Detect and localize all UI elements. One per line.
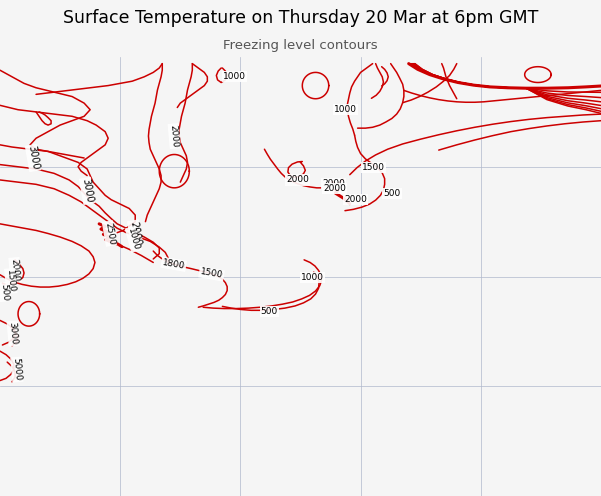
Text: 1000: 1000 bbox=[301, 273, 324, 282]
Text: 3000: 3000 bbox=[80, 178, 94, 204]
Text: 2000: 2000 bbox=[322, 179, 345, 188]
Text: 500: 500 bbox=[0, 283, 10, 301]
Text: 3000: 3000 bbox=[26, 145, 40, 171]
Text: 500: 500 bbox=[261, 307, 278, 316]
Text: 2500: 2500 bbox=[103, 221, 116, 246]
Text: 5000: 5000 bbox=[11, 358, 22, 381]
Text: 2000: 2000 bbox=[128, 221, 142, 247]
Text: 1800: 1800 bbox=[162, 258, 186, 271]
Text: Surface Temperature on Thursday 20 Mar at 6pm GMT: Surface Temperature on Thursday 20 Mar a… bbox=[63, 9, 538, 27]
Text: 2000: 2000 bbox=[10, 258, 20, 282]
Text: 1000: 1000 bbox=[223, 72, 246, 81]
Text: 2000: 2000 bbox=[169, 124, 180, 148]
Text: 1500: 1500 bbox=[362, 163, 385, 172]
Text: 2000: 2000 bbox=[323, 184, 346, 193]
Text: 3000: 3000 bbox=[8, 322, 19, 345]
Text: 1500: 1500 bbox=[5, 269, 16, 293]
Text: 2000: 2000 bbox=[286, 176, 309, 185]
Text: 1000: 1000 bbox=[126, 227, 141, 251]
Text: 1500: 1500 bbox=[200, 267, 224, 280]
Text: Freezing level contours: Freezing level contours bbox=[223, 39, 378, 52]
Text: 1000: 1000 bbox=[334, 105, 357, 114]
Text: 500: 500 bbox=[383, 188, 400, 197]
Text: 2000: 2000 bbox=[344, 195, 367, 204]
